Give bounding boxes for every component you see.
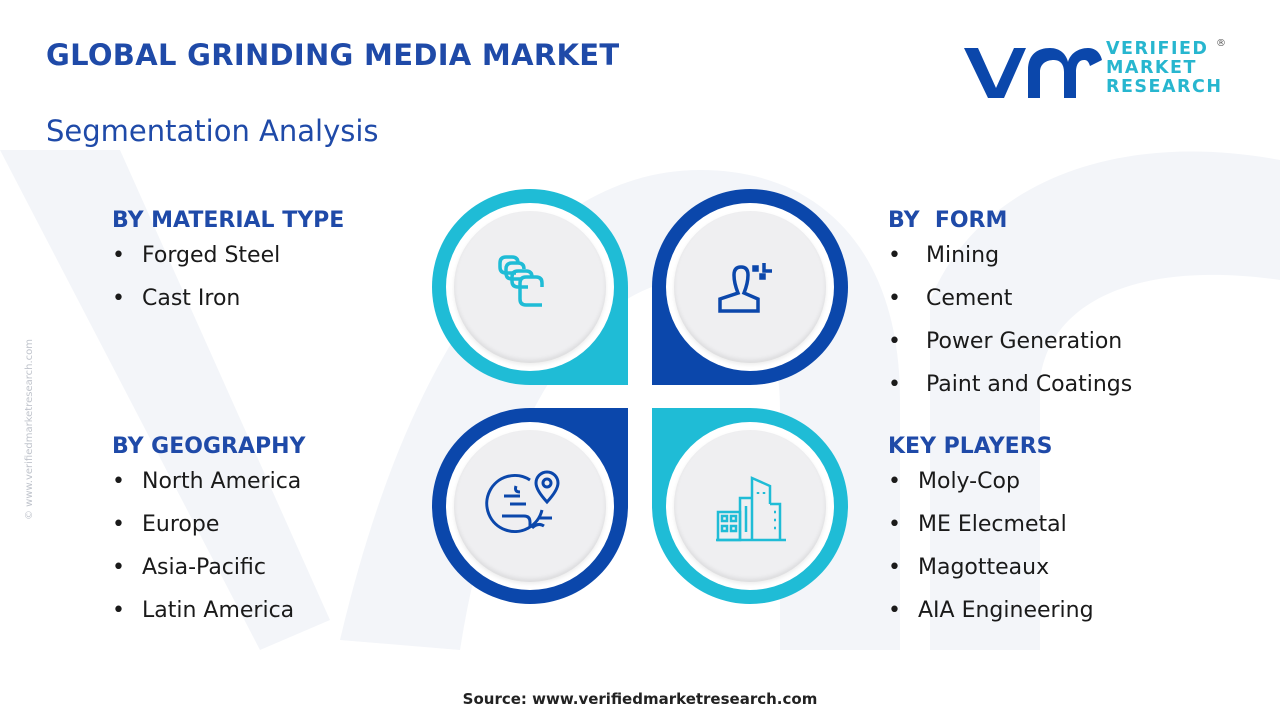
page-subtitle: Segmentation Analysis: [46, 114, 379, 148]
segment-heading: BY MATERIAL TYPE: [112, 208, 345, 233]
list-item: • Moly-Cop: [888, 469, 1020, 494]
segment-form: BY FORM • Mining • Cement • Power Generatio…: [888, 208, 1132, 415]
list-item: • Magotteaux: [888, 555, 1050, 580]
globe-pin-icon: [485, 470, 560, 533]
segment-heading: BY FORM: [888, 208, 1008, 233]
buildings-icon: [716, 476, 786, 542]
list-item: • Latin America: [112, 598, 295, 623]
side-watermark: © www.verifiedmarketresearch.com: [24, 338, 35, 520]
segment-key-players: KEY PLAYERS • Moly-Cop • ME Elecmetal • Mag…: [888, 434, 1094, 641]
logo-line: MARKET: [1106, 58, 1197, 78]
logo-line: VERIFIED: [1106, 39, 1209, 59]
person-icon: [718, 263, 772, 313]
source-citation: Source: www.verifiedmarketresearch.com: [462, 690, 818, 708]
list-item: • Mining: [888, 243, 1000, 268]
page-title: GLOBAL GRINDING MEDIA MARKET: [46, 38, 620, 72]
registered-mark: ®: [1216, 38, 1226, 49]
list-item: • ME Elecmetal: [888, 512, 1067, 537]
list-item: • Paint and Coatings: [888, 372, 1133, 397]
list-item: • AIA Engineering: [888, 598, 1094, 623]
logo-text: VERIFIED MARKET RESEARCH: [1106, 40, 1223, 97]
segment-geography: BY GEOGRAPHY • North America • Europe • Asi…: [112, 434, 305, 641]
list-item: • Cement: [888, 286, 1013, 311]
vmr-logo: [964, 48, 1102, 98]
segment-heading: BY GEOGRAPHY: [112, 434, 306, 459]
list-item: • Forged Steel: [112, 243, 281, 268]
list-item: • Europe: [112, 512, 220, 537]
list-item: • North America: [112, 469, 302, 494]
petal-form: [652, 189, 848, 385]
petal-material-type: [432, 189, 628, 385]
list-item: • Asia-Pacific: [112, 555, 266, 580]
logo-line: RESEARCH: [1106, 77, 1223, 97]
segment-material-type: BY MATERIAL TYPE • Forged Steel • Cast Iro…: [112, 208, 344, 329]
petal-geography: [432, 408, 628, 604]
segment-heading: KEY PLAYERS: [888, 434, 1053, 459]
list-item: • Power Generation: [888, 329, 1123, 354]
balls-icon: [498, 255, 544, 307]
list-item: • Cast Iron: [112, 286, 241, 311]
petal-key-players: [652, 408, 848, 604]
